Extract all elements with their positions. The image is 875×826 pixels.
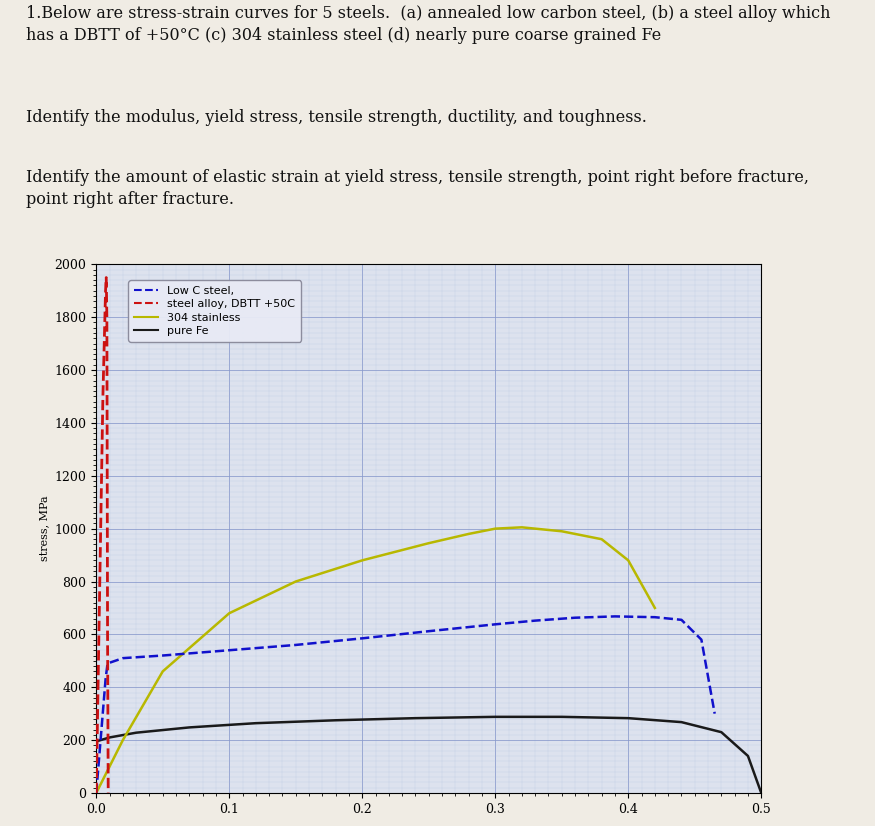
Text: 1.Below are stress-strain curves for 5 steels.  (a) annealed low carbon steel, (: 1.Below are stress-strain curves for 5 s… [26,5,830,44]
Text: Identify the modulus, yield stress, tensile strength, ductility, and toughness.: Identify the modulus, yield stress, tens… [26,109,648,126]
Y-axis label: stress, MPa: stress, MPa [39,496,49,562]
Text: Identify the amount of elastic strain at yield stress, tensile strength, point r: Identify the amount of elastic strain at… [26,169,809,207]
Legend: Low C steel,, steel alloy, DBTT +50C, 304 stainless, pure Fe: Low C steel,, steel alloy, DBTT +50C, 30… [129,281,301,342]
